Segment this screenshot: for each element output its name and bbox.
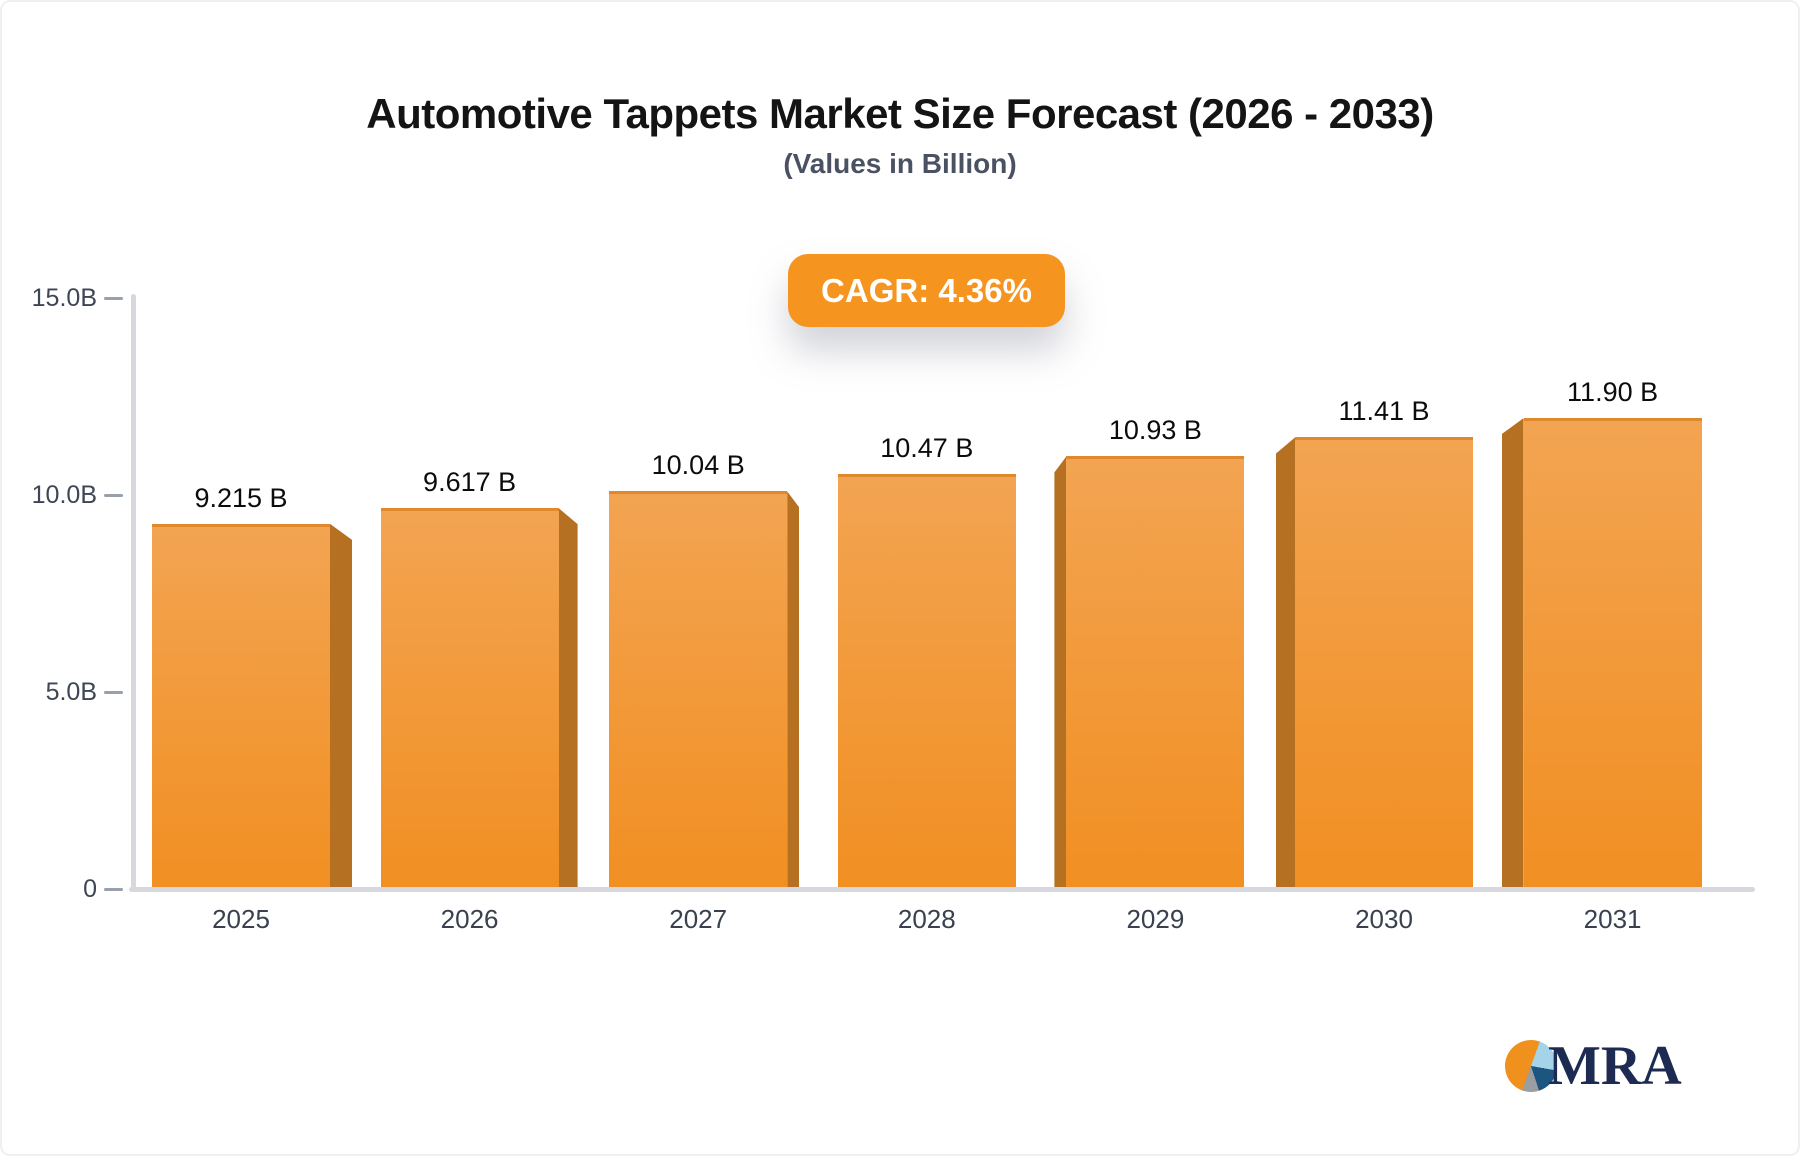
- chart-title: Automotive Tappets Market Size Forecast …: [366, 90, 1434, 137]
- bar: [152, 523, 330, 887]
- chart-subtitle: (Values in Billion): [783, 148, 1017, 179]
- y-axis-tick-label: 15.0B: [31, 284, 97, 312]
- y-axis-tick: [104, 691, 123, 694]
- y-axis-tick-label: 5.0B: [45, 678, 97, 706]
- bar-value-label: 9.215 B: [194, 482, 288, 513]
- bar-side-3d: [787, 491, 800, 887]
- bar: [609, 491, 788, 887]
- bar-side-3d: [1276, 437, 1295, 887]
- bar-side-3d: [558, 508, 578, 887]
- y-axis-line: [131, 294, 136, 892]
- x-axis-label: 2029: [1126, 904, 1185, 934]
- x-axis-label: 2027: [669, 904, 728, 934]
- x-axis-line: [129, 887, 1755, 892]
- bar-value-label: 11.90 B: [1567, 377, 1659, 408]
- bar: [1066, 456, 1245, 887]
- y-axis-tick-label: 10.0B: [31, 481, 97, 509]
- bar: [837, 474, 1016, 887]
- bar: [380, 508, 559, 887]
- bar-side-3d: [330, 523, 352, 887]
- mra-logo-text: MRA: [1548, 1035, 1682, 1097]
- cagr-badge: CAGR: 4.36%: [788, 254, 1065, 327]
- pie-chart-logo-icon: [1505, 1040, 1557, 1092]
- bar-side-3d: [1501, 418, 1524, 887]
- bar-value-label: 11.41 B: [1338, 396, 1430, 427]
- y-axis-tick: [104, 494, 123, 497]
- bar-value-label: 9.617 B: [423, 467, 517, 498]
- y-axis-tick-label: 0: [83, 875, 97, 903]
- x-axis-label: 2030: [1355, 904, 1413, 934]
- x-axis-label: 2025: [212, 904, 270, 934]
- bar-value-label: 10.04 B: [651, 450, 745, 481]
- bar-value-label: 10.47 B: [880, 433, 974, 464]
- mra-logo: MRA: [1505, 1035, 1682, 1097]
- bar: [1295, 437, 1473, 887]
- y-axis-tick: [104, 888, 123, 891]
- cagr-badge-label: CAGR: 4.36%: [821, 271, 1032, 309]
- x-axis-label: 2031: [1583, 904, 1642, 934]
- y-axis-tick: [104, 297, 123, 300]
- bar-side-3d: [1054, 456, 1067, 887]
- bar: [1523, 418, 1702, 887]
- x-axis-label: 2026: [440, 904, 499, 934]
- x-axis-label: 2028: [897, 904, 956, 934]
- bar-value-label: 10.93 B: [1108, 415, 1202, 446]
